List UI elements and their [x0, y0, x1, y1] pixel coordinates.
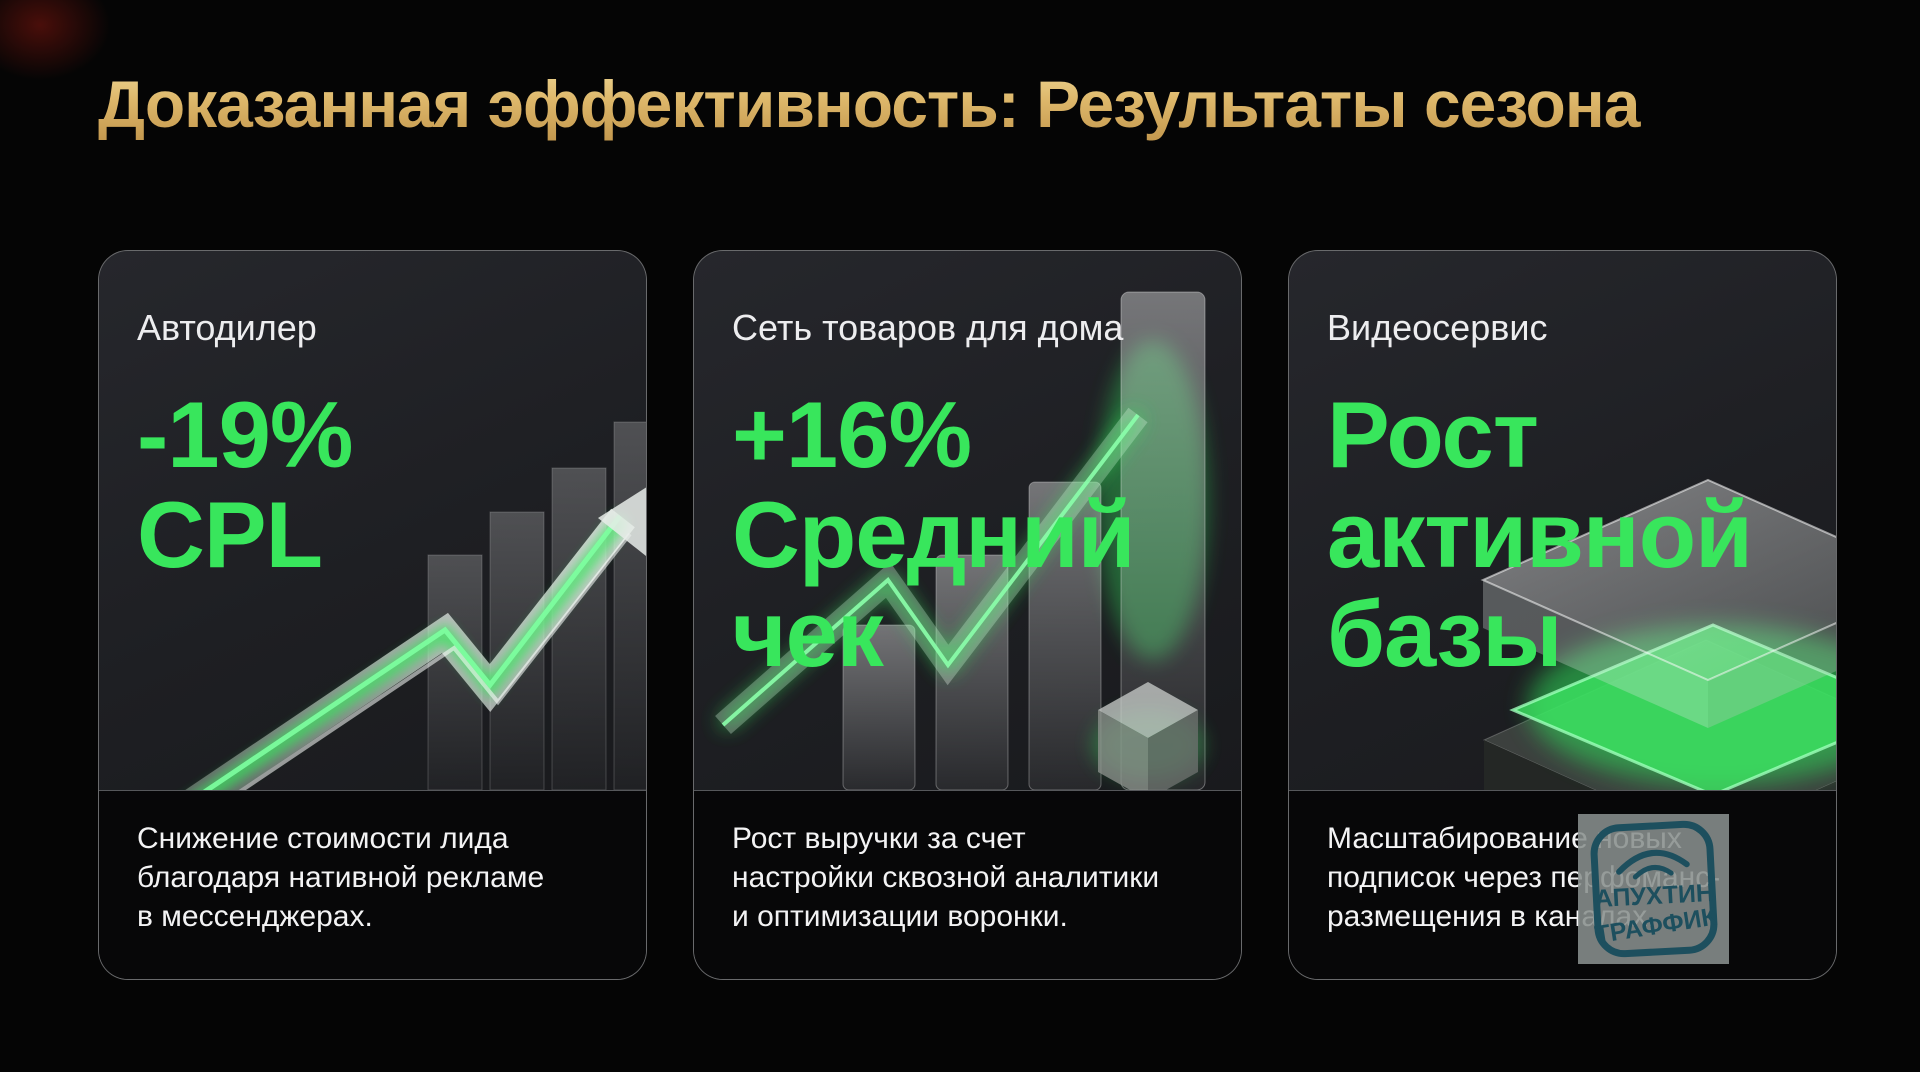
- card-autodealer-top: Автодилер -19% CPL: [99, 251, 646, 790]
- watermark-badge: АПУХТИН ТРАФФИК: [1578, 814, 1729, 964]
- card-description: Рост выручки за счет настройки сквозной …: [694, 790, 1241, 979]
- results-cards-row: Автодилер -19% CPL: [98, 250, 1838, 980]
- card-label: Видеосервис: [1327, 307, 1548, 348]
- card-label: Автодилер: [137, 307, 317, 348]
- slide-title: Доказанная эффективность: Результаты сез…: [98, 66, 1858, 142]
- bar-chart-icon: [715, 291, 1208, 790]
- card-metric: -19% CPL: [137, 382, 353, 587]
- card-home-goods: Сеть товаров для дома +16% Средний чек: [693, 250, 1242, 980]
- card-metric: +16% Средний чек: [732, 382, 1136, 687]
- watermark-line1: АПУХТИН: [1594, 879, 1715, 913]
- card-video-service-top: Видеосервис Рост активной базы: [1289, 251, 1836, 790]
- card-label: Сеть товаров для дома: [732, 307, 1124, 348]
- card-description: Масштабирование новых подписок через пер…: [1289, 790, 1836, 979]
- growth-arrow-icon: [185, 421, 646, 790]
- card-video-service: Видеосервис Рост активной базы: [1288, 250, 1837, 980]
- corner-artifact: [0, 0, 110, 80]
- watermark-logo-icon: АПУХТИН ТРАФФИК: [1590, 820, 1719, 958]
- card-home-goods-top: Сеть товаров для дома +16% Средний чек: [694, 251, 1241, 790]
- card-autodealer: Автодилер -19% CPL: [98, 250, 647, 980]
- card-description: Снижение стоимости лида благодаря нативн…: [99, 790, 646, 979]
- layer-stack-icon: [1480, 478, 1836, 790]
- card-metric: Рост активной базы: [1327, 382, 1753, 687]
